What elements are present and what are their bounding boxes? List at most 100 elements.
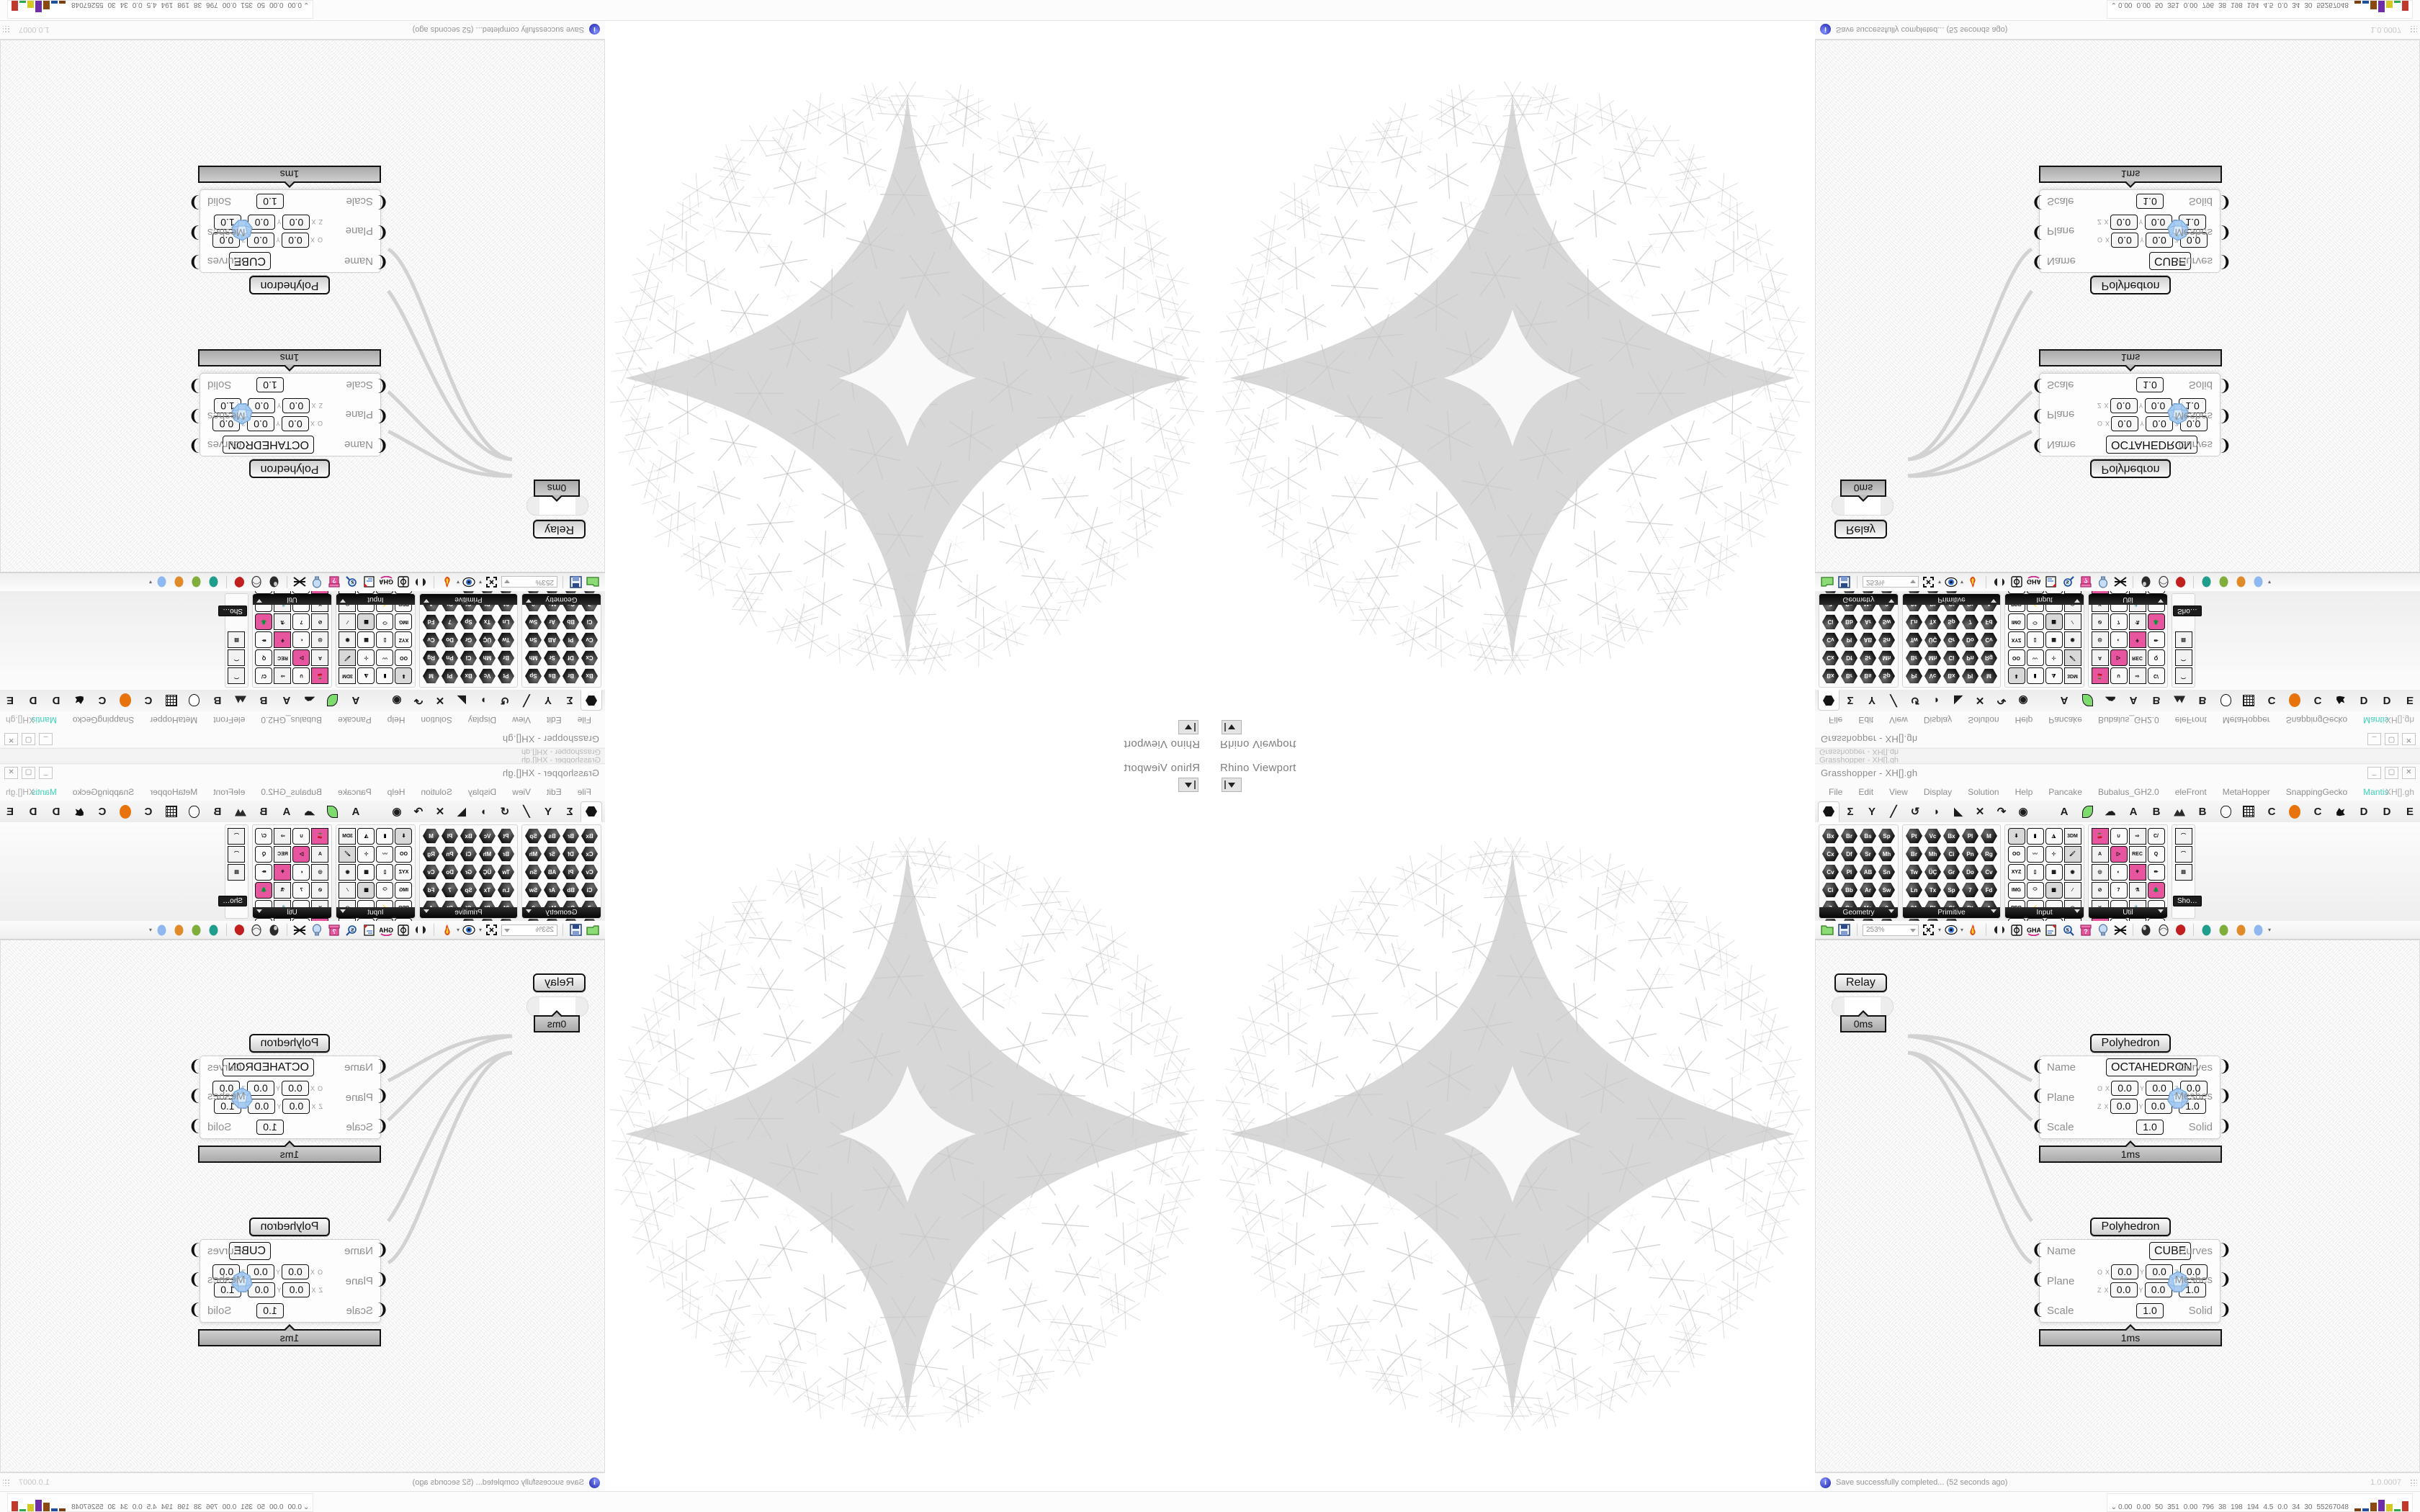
node-body[interactable]: ❨ Name OCTAHEDRON Curves ❩ ❨ Plane O X bbox=[2031, 1056, 2231, 1139]
addon-c2-tab[interactable]: C bbox=[2313, 694, 2322, 707]
component-icon-sp[interactable]: Sp bbox=[460, 881, 478, 899]
sets-tab[interactable]: Y bbox=[544, 805, 552, 818]
resize-grip[interactable] bbox=[2410, 1479, 2417, 1486]
close-button[interactable]: ✕ bbox=[4, 733, 18, 745]
component-icon--[interactable]: ◐ bbox=[2110, 863, 2128, 881]
vector-tab[interactable]: ╱ bbox=[523, 694, 530, 706]
node-caption[interactable]: Polyhedron bbox=[248, 459, 331, 478]
cluster-icon[interactable] bbox=[292, 922, 308, 937]
component-icon--[interactable]: ⚘ bbox=[274, 631, 292, 649]
component-icon--[interactable]: 🌲 bbox=[255, 613, 273, 631]
component-icon-mh[interactable]: Mh bbox=[478, 649, 496, 667]
menu-item-edit[interactable]: Edit bbox=[1858, 715, 1874, 725]
component-icon--[interactable]: ⇨ bbox=[274, 827, 292, 845]
node-body[interactable]: ❨ Name OCTAHEDRON Curves ❩ ❨ Plane O X bbox=[189, 1056, 389, 1139]
component-icon-ab[interactable]: AB bbox=[1859, 631, 1877, 649]
rhino-icon[interactable] bbox=[2173, 922, 2188, 937]
component-icon--[interactable]: 🖌 bbox=[2063, 649, 2081, 667]
component-icon-m[interactable]: M bbox=[1980, 667, 1998, 685]
grasshopper-canvas[interactable]: Relay 0ms Polyhedron ❨ Name OCTAHEDRON bbox=[1815, 40, 2420, 572]
component-icon-m[interactable]: M bbox=[422, 827, 440, 845]
component-icon-ln[interactable]: Ln bbox=[1905, 881, 1923, 899]
transform-tab[interactable]: ↷ bbox=[413, 806, 424, 818]
node-polyhedron-octahedron[interactable]: Polyhedron ❨ Name OCTAHEDRON Curves ❩ ❨ … bbox=[2031, 1034, 2231, 1163]
search-icon[interactable]: S bbox=[344, 922, 359, 937]
display-tab[interactable]: ◉ bbox=[2018, 806, 2028, 818]
fit-view-icon[interactable] bbox=[484, 575, 499, 590]
component-icon-mh[interactable]: Mh bbox=[1878, 845, 1896, 863]
component-icon--[interactable]: ◮ bbox=[2045, 667, 2063, 685]
leaf-tab[interactable] bbox=[321, 690, 344, 711]
panel-expand-icon[interactable] bbox=[2074, 909, 2080, 913]
addon-b2-tab[interactable]: B bbox=[213, 805, 222, 818]
intersect-tab[interactable]: ✕ bbox=[435, 806, 445, 818]
component-icon--[interactable]: ▯ bbox=[2026, 863, 2044, 881]
zoom-level-field[interactable]: 253% bbox=[501, 924, 557, 936]
name-value-field[interactable]: OCTAHEDRON bbox=[2106, 1058, 2197, 1076]
terrain-tab[interactable] bbox=[229, 801, 252, 822]
component-icon-bs[interactable]: Bs bbox=[543, 667, 561, 685]
component-icon--[interactable]: ▮ bbox=[376, 667, 394, 685]
component-icon-df[interactable]: Df bbox=[1840, 649, 1858, 667]
plane-zaxis-x[interactable]: 0.0 bbox=[2110, 1099, 2138, 1114]
input-pin-scale[interactable]: ❨ bbox=[2031, 377, 2045, 395]
component-icon--[interactable]: ⇨ bbox=[274, 667, 292, 685]
component-icon--[interactable]: 🍒 bbox=[2091, 827, 2109, 845]
input-pin-plane[interactable]: ❨ bbox=[2031, 407, 2045, 425]
surface-tab[interactable]: ◗ bbox=[1933, 694, 1940, 707]
output-pin-curves[interactable]: ❩ bbox=[188, 1241, 202, 1259]
component-icon-pl[interactable]: Pl bbox=[1840, 863, 1858, 881]
menu-item-file[interactable]: File bbox=[577, 715, 591, 725]
component-icon-7[interactable]: 7 bbox=[292, 613, 310, 631]
component-icon--[interactable]: ▮ bbox=[2026, 827, 2044, 845]
component-icon-cx[interactable]: Cx bbox=[1821, 845, 1839, 863]
component-icon-fd[interactable]: Fd bbox=[422, 613, 440, 631]
component-icon-a[interactable]: A bbox=[311, 649, 329, 667]
component-icon--[interactable]: ⊘ bbox=[2091, 881, 2109, 899]
component-icon--[interactable]: ⊘ bbox=[311, 881, 329, 899]
component-icon--[interactable]: ⇨ bbox=[2128, 667, 2146, 685]
surface-tab[interactable]: ◗ bbox=[480, 694, 487, 707]
bulb-icon[interactable] bbox=[2095, 922, 2110, 937]
component-icon-br[interactable]: Br bbox=[1905, 649, 1923, 667]
notes-icon[interactable] bbox=[2043, 575, 2058, 590]
node-caption[interactable]: Polyhedron bbox=[248, 1034, 331, 1053]
component-icon--[interactable]: ⊹ bbox=[357, 845, 375, 863]
input-pin-plane[interactable]: ❨ bbox=[2031, 223, 2045, 241]
mesh-preview-icon[interactable] bbox=[2156, 922, 2171, 937]
open-folder-icon[interactable] bbox=[586, 922, 601, 937]
addon-d2-tab[interactable]: D bbox=[2383, 805, 2391, 818]
mesh-tab[interactable]: ◣ bbox=[1954, 806, 1963, 818]
output-pin-solid[interactable]: ❩ bbox=[2218, 193, 2232, 212]
component-icon-do[interactable]: Do bbox=[441, 631, 459, 649]
scale-value-field[interactable]: 1.0 bbox=[256, 1120, 284, 1135]
output-pin-solid[interactable]: ❩ bbox=[2218, 1300, 2232, 1319]
menu-item-snappinggecko[interactable]: SnappingGecko bbox=[72, 787, 135, 797]
component-icon-rg[interactable]: Rg bbox=[422, 845, 440, 863]
preview-icon[interactable] bbox=[462, 922, 477, 937]
component-icon--[interactable]: ⌒ bbox=[2174, 845, 2192, 863]
fit-view-icon[interactable] bbox=[1921, 575, 1936, 590]
bake-icon[interactable] bbox=[1966, 922, 1981, 937]
panel-caption[interactable]: Util bbox=[253, 594, 331, 605]
rhino-viewport[interactable]: Rhino Viewport bbox=[1210, 0, 1816, 756]
component-icon-xyz[interactable]: XYZ bbox=[2007, 863, 2025, 881]
panel-expand-icon[interactable] bbox=[526, 909, 532, 913]
component-icon-pn[interactable]: Pn bbox=[1961, 649, 1979, 667]
maximize-button[interactable]: ▢ bbox=[22, 733, 35, 745]
component-icon-cx[interactable]: Cx bbox=[581, 845, 599, 863]
menu-item-file[interactable]: File bbox=[577, 787, 591, 797]
component-icon--[interactable]: ⚗ bbox=[2128, 881, 2146, 899]
zoom-level-field[interactable]: 253% bbox=[501, 576, 557, 588]
component-icon-tw[interactable]: Tw bbox=[497, 631, 515, 649]
component-icon-ci[interactable]: Ci bbox=[1942, 845, 1960, 863]
component-icon--[interactable]: ⬭ bbox=[376, 881, 394, 899]
node-polyhedron-cube[interactable]: Polyhedron ❨ Name CUBE Curves ❩ ❨ Plane bbox=[2031, 166, 2231, 294]
output-pin-solid[interactable]: ❩ bbox=[188, 377, 202, 395]
grasshopper-canvas[interactable]: Relay 0ms Polyhedron ❨ Name OCTAHEDRON bbox=[1815, 940, 2420, 1472]
node-caption[interactable]: Polyhedron bbox=[2089, 1218, 2172, 1236]
rhino-icon[interactable] bbox=[232, 922, 247, 937]
menu-item-file[interactable]: File bbox=[1829, 715, 1843, 725]
shade-icon[interactable] bbox=[266, 922, 282, 937]
component-icon-tx[interactable]: Tx bbox=[478, 881, 496, 899]
